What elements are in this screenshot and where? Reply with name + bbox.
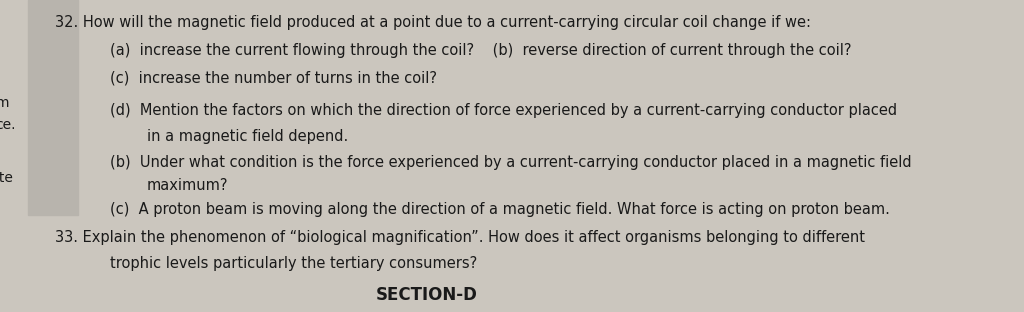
Text: 33. Explain the phenomenon of “biological magnification”. How does it affect org: 33. Explain the phenomenon of “biologica… [55,230,865,245]
Text: (c)  A proton beam is moving along the direction of a magnetic field. What force: (c) A proton beam is moving along the di… [111,202,890,217]
Text: (b)  Under what condition is the force experienced by a current-carrying conduct: (b) Under what condition is the force ex… [111,155,912,170]
Text: 32. How will the magnetic field produced at a point due to a current-carrying ci: 32. How will the magnetic field produced… [55,15,811,30]
Text: (d)  Mention the factors on which the direction of force experienced by a curren: (d) Mention the factors on which the dir… [111,103,897,118]
Text: ce.: ce. [0,118,16,132]
Text: maximum?: maximum? [147,178,228,193]
Text: trophic levels particularly the tertiary consumers?: trophic levels particularly the tertiary… [111,256,477,271]
Text: in a magnetic field depend.: in a magnetic field depend. [147,129,348,144]
Text: ite: ite [0,171,13,185]
Bar [28,0,78,215]
Text: (c)  increase the number of turns in the coil?: (c) increase the number of turns in the … [111,71,437,86]
Text: (a)  increase the current flowing through the coil?    (b)  reverse direction of: (a) increase the current flowing through… [111,43,852,58]
Text: m: m [0,96,9,110]
Text: SECTION-D: SECTION-D [376,285,478,304]
